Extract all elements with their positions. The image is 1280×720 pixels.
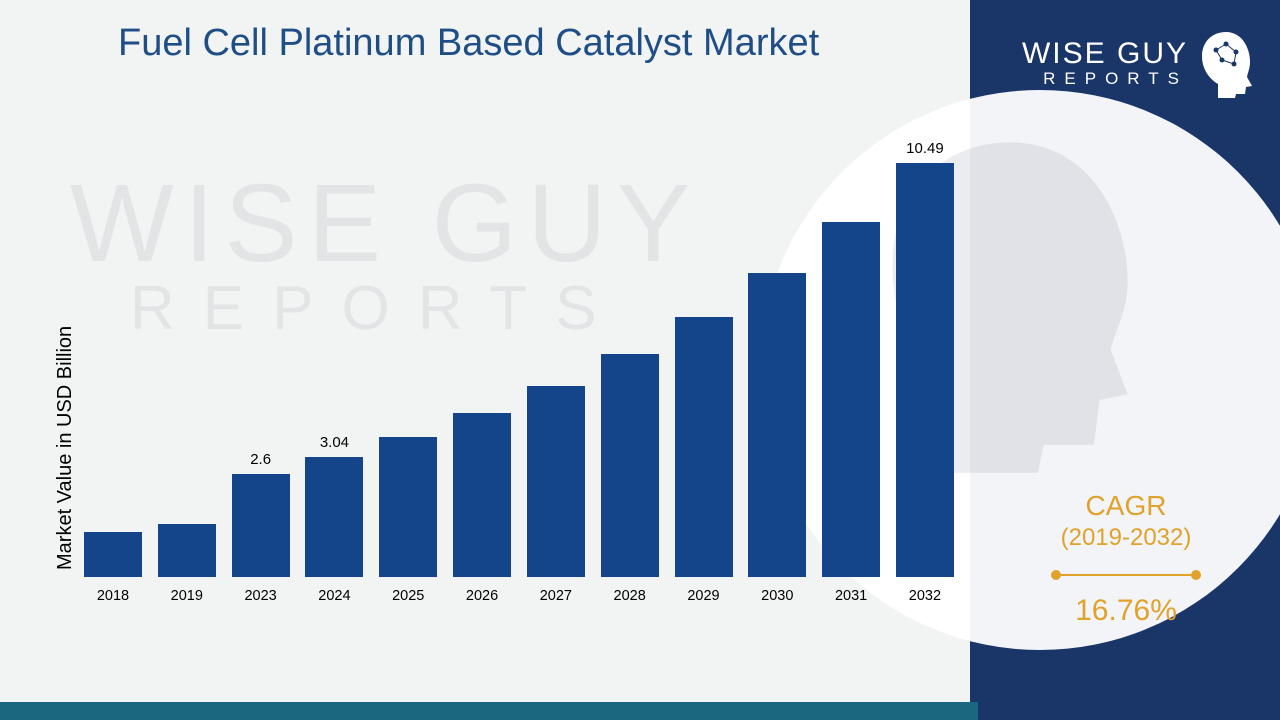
bar-slot — [158, 524, 216, 577]
brand-head-icon — [1196, 28, 1256, 98]
x-axis-tick-label: 2028 — [601, 588, 659, 604]
bottom-strip — [0, 702, 978, 720]
cagr-period: (2019-2032) — [996, 524, 1256, 552]
bar-slot: 3.04 — [305, 438, 363, 577]
bar-chart: 2.6 3.04 10.49 2018 2019 2023 2024 2025 2026 202… — [84, 140, 954, 610]
bar — [896, 163, 954, 577]
bar — [748, 273, 806, 577]
chart-canvas: WISE GUY REPORTS WISE GUY REPORTS Fuel C… — [0, 0, 1280, 720]
bar-slot — [379, 437, 437, 577]
brand-logo: WISE GUY REPORTS — [986, 18, 1256, 108]
bar — [527, 386, 585, 577]
bar-slot: 10.49 — [896, 144, 954, 577]
y-axis-label: Market Value in USD Billion — [54, 326, 77, 570]
x-axis-tick-label: 2019 — [158, 588, 216, 604]
bar-slot — [822, 222, 880, 577]
bar-value-label: 2.6 — [250, 451, 271, 468]
x-axis-tick-label: 2024 — [305, 588, 363, 604]
bar — [822, 222, 880, 577]
x-axis-tick-label: 2023 — [232, 588, 290, 604]
bar-slot — [84, 532, 142, 577]
x-axis-tick-label: 2032 — [896, 588, 954, 604]
x-axis-tick-label: 2030 — [748, 588, 806, 604]
bar-value-label: 3.04 — [320, 434, 349, 451]
bar — [379, 437, 437, 577]
brand-line1: WISE GUY — [1022, 37, 1188, 71]
x-axis-tick-label: 2029 — [675, 588, 733, 604]
cagr-value: 16.76% — [996, 594, 1256, 628]
bar-slot — [675, 317, 733, 577]
bar — [84, 532, 142, 577]
bar — [158, 524, 216, 577]
bar — [305, 457, 363, 577]
cagr-label: CAGR — [996, 490, 1256, 522]
bar — [453, 413, 511, 577]
cagr-block: CAGR (2019-2032) 16.76% — [996, 490, 1256, 628]
bar — [232, 474, 290, 577]
bar-slot — [453, 413, 511, 577]
x-axis-tick-label: 2025 — [379, 588, 437, 604]
x-axis-tick-label: 2018 — [84, 588, 142, 604]
chart-title: Fuel Cell Platinum Based Catalyst Market — [118, 22, 838, 66]
x-axis-tick-label: 2026 — [453, 588, 511, 604]
bar-slot: 2.6 — [232, 455, 290, 577]
brand-line2: REPORTS — [1022, 69, 1188, 89]
bar — [675, 317, 733, 577]
cagr-divider — [1056, 574, 1196, 576]
bar-slot — [748, 273, 806, 577]
bar — [601, 354, 659, 577]
bar-slot — [601, 354, 659, 577]
bar-slot — [527, 386, 585, 577]
x-axis-tick-label: 2031 — [822, 588, 880, 604]
x-axis-tick-label: 2027 — [527, 588, 585, 604]
bar-value-label: 10.49 — [906, 140, 944, 157]
